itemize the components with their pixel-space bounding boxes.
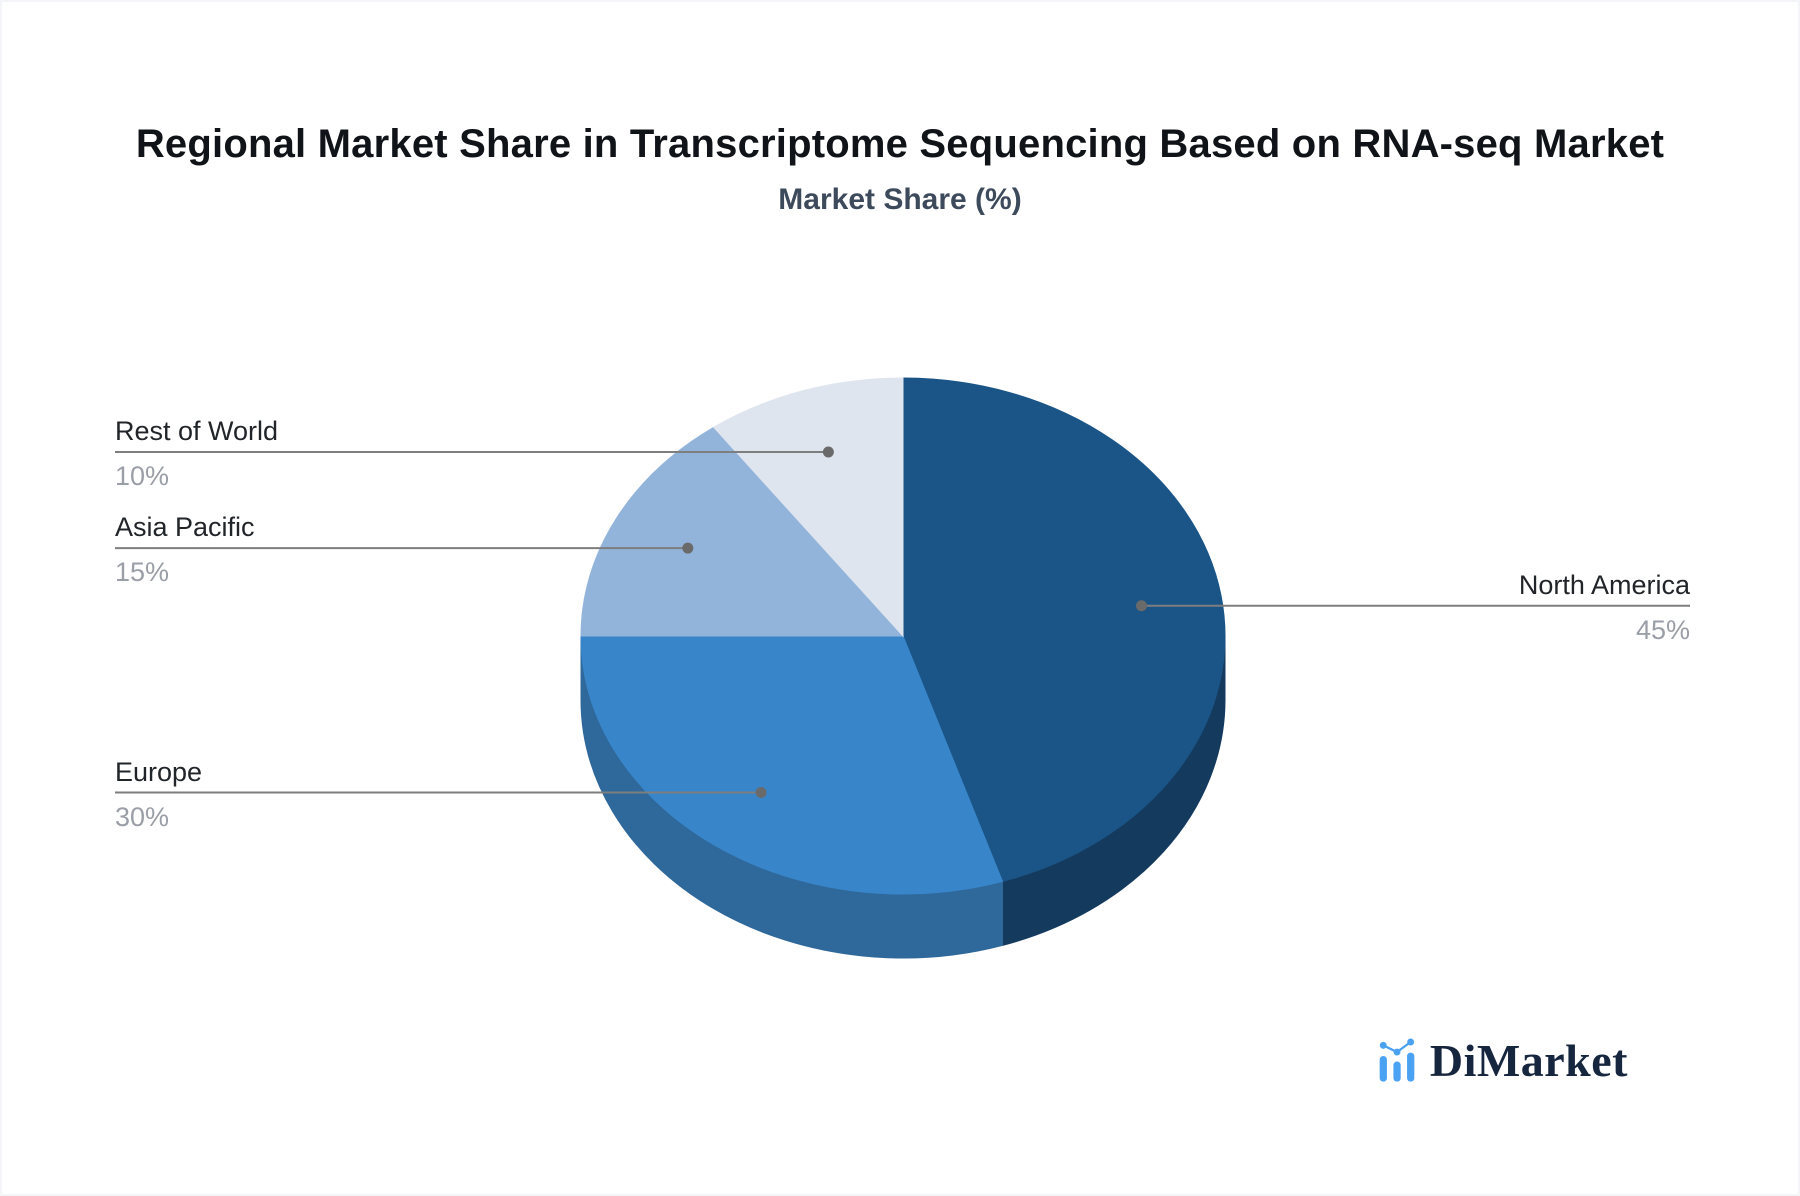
callout-asia-pacific: Asia Pacific 15% [115, 511, 688, 589]
slice-percent: 45% [1635, 614, 1690, 645]
callout-rest-of-world: Rest of World 10% [115, 415, 828, 493]
callout-europe: Europe 30% [115, 756, 761, 834]
dimarket-bars-logo-icon [1379, 1038, 1415, 1082]
slice-percent: 15% [115, 557, 170, 588]
slice-percent: 10% [115, 460, 170, 491]
slice-label: Rest of World [115, 415, 279, 446]
slice-label: Asia Pacific [115, 512, 255, 543]
chart-title: Regional Market Share in Transcriptome S… [135, 122, 1665, 166]
callout-north-america: North America 45% [1142, 569, 1690, 647]
brand-logo: DiMarket [1378, 1034, 1628, 1087]
chart-subtitle: Market Share (%) [778, 183, 1022, 216]
slice-percent: 30% [115, 801, 170, 832]
slice-label: North America [1518, 569, 1690, 600]
brand-name: DiMarket [1429, 1035, 1628, 1086]
slice-label: Europe [115, 756, 203, 787]
